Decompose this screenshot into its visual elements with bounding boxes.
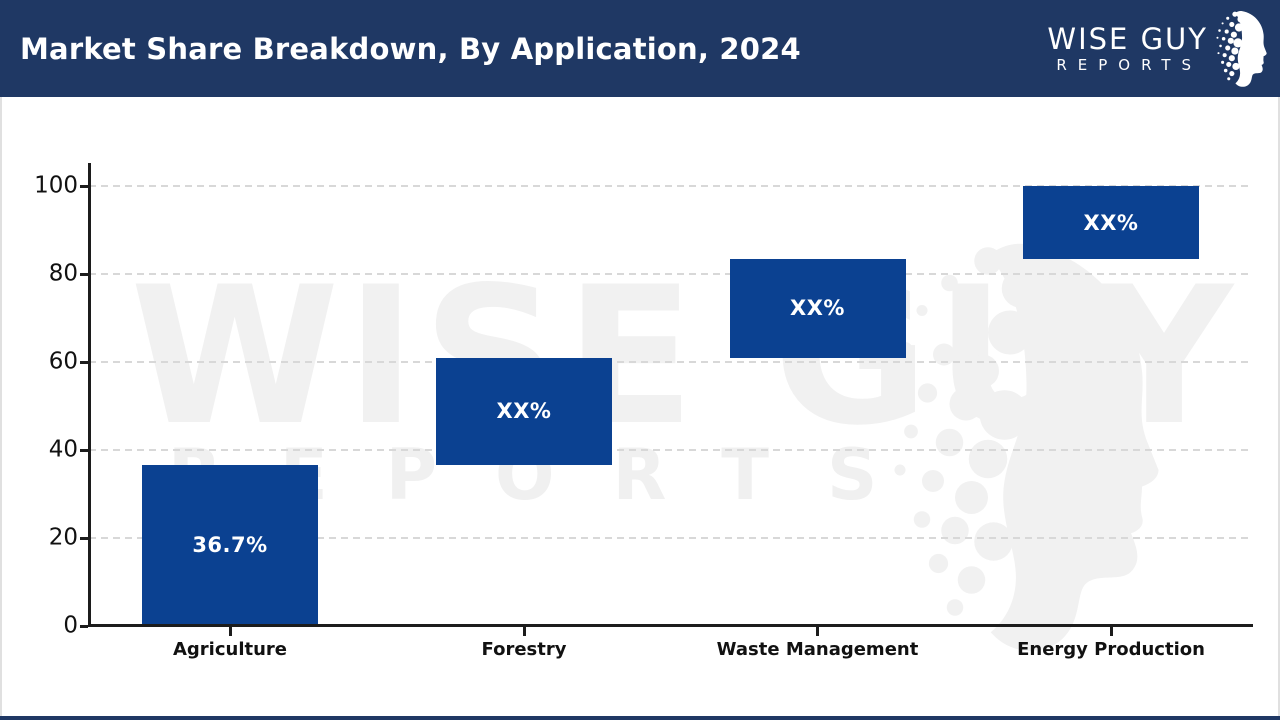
y-tick-label-0: 0 (63, 612, 78, 639)
y-tick-label-80: 80 (48, 260, 78, 287)
y-tick-0 (80, 624, 88, 628)
logo-text: WISE GUY REPORTS (1047, 21, 1208, 74)
y-tick-80 (80, 272, 88, 276)
gridline-20 (89, 537, 1253, 539)
y-tick-label-40: 40 (48, 436, 78, 463)
gridline-40 (89, 449, 1253, 451)
bar-value-label-forestry: XX% (496, 399, 552, 424)
bar-agriculture: 36.7% (142, 464, 318, 626)
logo: WISE GUY REPORTS (1047, 8, 1270, 90)
x-tick-energy-production (1109, 627, 1113, 636)
y-tick-60 (80, 360, 88, 364)
x-tick-forestry (522, 627, 526, 636)
watermark-head-icon (889, 243, 1159, 651)
y-tick-20 (80, 536, 88, 540)
gridline-100 (89, 185, 1253, 187)
bar-value-label-waste-management: XX% (790, 296, 845, 321)
x-axis (88, 624, 1253, 627)
y-tick-label-60: 60 (48, 348, 78, 375)
bar-forestry: XX% (436, 357, 612, 465)
logo-head-icon (1216, 10, 1267, 87)
page-title: Market Share Breakdown, By Application, … (20, 31, 801, 66)
category-label-waste-management: Waste Management (716, 639, 919, 660)
y-tick-label-20: 20 (48, 524, 78, 551)
gridline-80 (89, 273, 1253, 275)
y-tick-label-100: 100 (34, 172, 78, 199)
bar-value-label-agriculture: 36.7% (192, 533, 268, 558)
logo-subtext: REPORTS (1056, 55, 1203, 74)
gridline-60 (89, 361, 1253, 363)
bar-value-label-energy-production: XX% (1083, 210, 1139, 235)
header-bar: Market Share Breakdown, By Application, … (0, 0, 1280, 97)
logo-wordmark: WISE GUY (1047, 21, 1208, 56)
footer-bar (0, 716, 1280, 720)
bar-energy-production: XX% (1023, 186, 1199, 260)
y-tick-100 (80, 184, 88, 188)
x-tick-waste-management (816, 627, 819, 636)
y-tick-40 (80, 448, 88, 452)
x-tick-agriculture (228, 627, 232, 636)
category-label-forestry: Forestry (481, 639, 567, 660)
category-label-agriculture: Agriculture (172, 639, 288, 660)
y-axis (88, 163, 91, 627)
bar-waste-management: XX% (729, 259, 906, 358)
category-label-energy-production: Energy Production (1017, 639, 1205, 660)
